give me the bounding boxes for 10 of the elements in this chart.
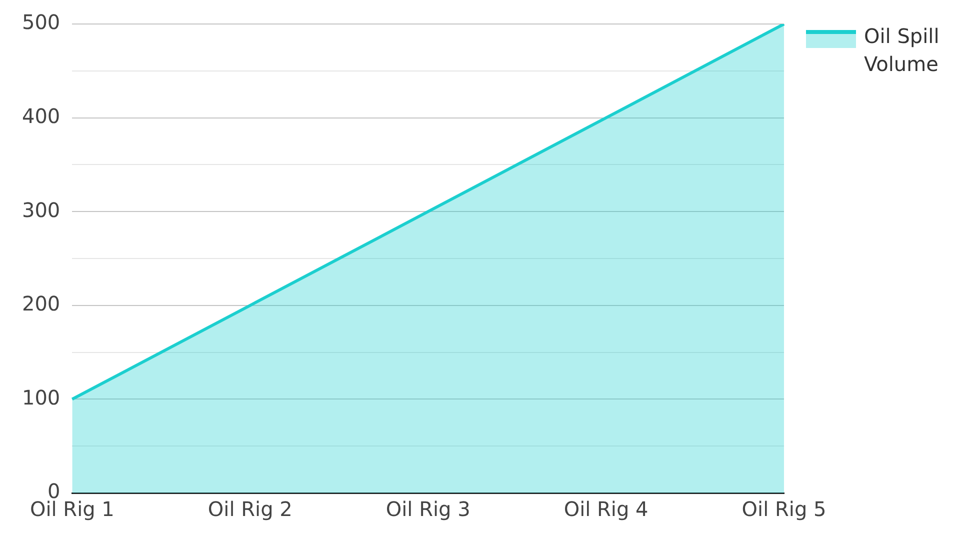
y-tick-label: 300 [22, 198, 60, 222]
x-tick-label: Oil Rig 4 [564, 497, 648, 522]
legend-label: Oil Spill Volume [864, 23, 940, 78]
y-tick-label: 500 [22, 10, 60, 34]
y-tick-label: 100 [22, 385, 60, 410]
x-tick-label: Oil Rig 3 [386, 497, 470, 522]
y-tick-label: 200 [22, 292, 60, 316]
x-tick-label: Oil Rig 5 [742, 497, 826, 522]
y-tick-label: 400 [22, 104, 60, 128]
x-tick-label: Oil Rig 2 [208, 497, 292, 522]
